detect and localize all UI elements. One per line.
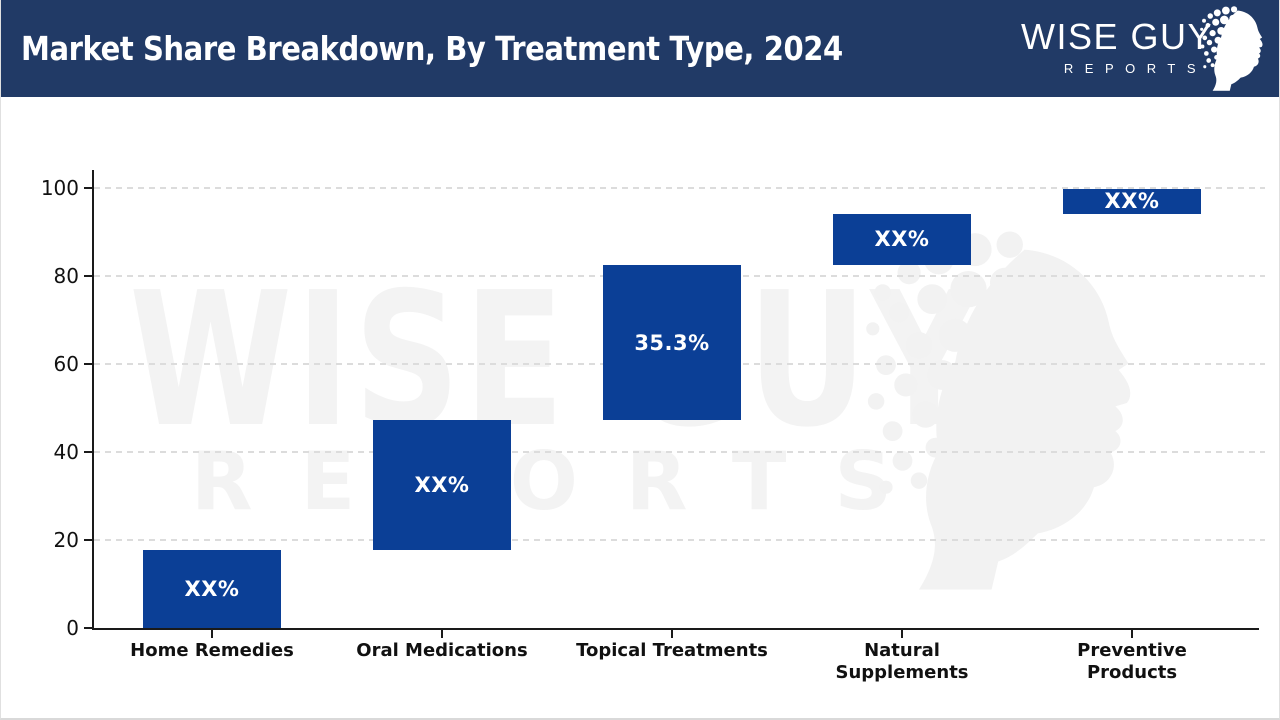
bar-value-label: XX%	[874, 227, 930, 252]
gridline-20	[94, 539, 1265, 541]
y-tick-label-20: 20	[53, 528, 79, 552]
bar-value-label: XX%	[414, 473, 470, 498]
x-tick-mark-1	[211, 630, 213, 638]
bar-preventive-products: XX%	[1063, 188, 1201, 214]
x-tick-label-line: Home Remedies	[130, 640, 294, 661]
x-tick-label-5: Preventive Products	[1017, 640, 1247, 684]
x-axis-line	[92, 628, 1259, 630]
bar-natural-supplements: XX%	[833, 213, 971, 265]
x-tick-label-1: Home Remedies	[97, 640, 327, 662]
x-tick-label-line: Supplements	[835, 662, 969, 683]
y-tick-label-60: 60	[53, 352, 79, 376]
x-tick-label-line: Preventive	[1077, 640, 1187, 661]
x-tick-label-4: Natural Supplements	[787, 640, 1017, 684]
bar-home-remedies: XX%	[143, 550, 281, 628]
wiseguy-head-watermark-icon	[853, 208, 1183, 608]
x-tick-label-line: Oral Medications	[356, 640, 528, 661]
header-bar: Market Share Breakdown, By Treatment Typ…	[1, 0, 1279, 97]
gridline-40	[94, 451, 1265, 453]
x-tick-label-2: Oral Medications	[327, 640, 557, 662]
page-title: Market Share Breakdown, By Treatment Typ…	[21, 29, 843, 68]
wiseguy-head-icon	[1197, 5, 1275, 91]
x-tick-label-line: Topical Treatments	[576, 640, 768, 661]
watermark-wordmark: WISE GUY	[129, 252, 981, 468]
logo-subtext: REPORTS	[1063, 61, 1207, 76]
logo-wordmark: WISE GUY	[1020, 16, 1213, 57]
y-tick-label-40: 40	[53, 440, 79, 464]
x-tick-mark-4	[901, 630, 903, 638]
watermark-subtext: REPORTS	[191, 435, 941, 528]
y-tick-mark-60	[84, 363, 92, 365]
bar-value-label: XX%	[184, 577, 240, 602]
bar-oral-medications: XX%	[373, 420, 511, 551]
x-tick-mark-2	[441, 630, 443, 638]
y-tick-label-80: 80	[53, 264, 79, 288]
x-tick-label-line: Natural	[864, 640, 940, 661]
y-axis-spine	[92, 170, 94, 630]
y-tick-mark-100	[84, 187, 92, 189]
x-tick-label-3: Topical Treatments	[557, 640, 787, 662]
bar-topical-treatments: 35.3%	[603, 265, 741, 421]
x-tick-mark-5	[1131, 630, 1133, 638]
y-tick-mark-40	[84, 451, 92, 453]
y-tick-mark-0	[84, 627, 92, 629]
wiseguy-logo: WISE GUY REPORTS	[1011, 0, 1271, 97]
x-tick-mark-3	[671, 630, 673, 638]
y-tick-mark-20	[84, 539, 92, 541]
y-tick-label-0: 0	[66, 616, 79, 640]
gridline-100	[94, 187, 1265, 189]
y-tick-label-100: 100	[40, 176, 79, 200]
x-tick-label-line: Products	[1086, 662, 1178, 683]
bar-value-label: 35.3%	[634, 330, 710, 355]
bar-value-label: XX%	[1104, 189, 1160, 214]
y-tick-mark-80	[84, 275, 92, 277]
